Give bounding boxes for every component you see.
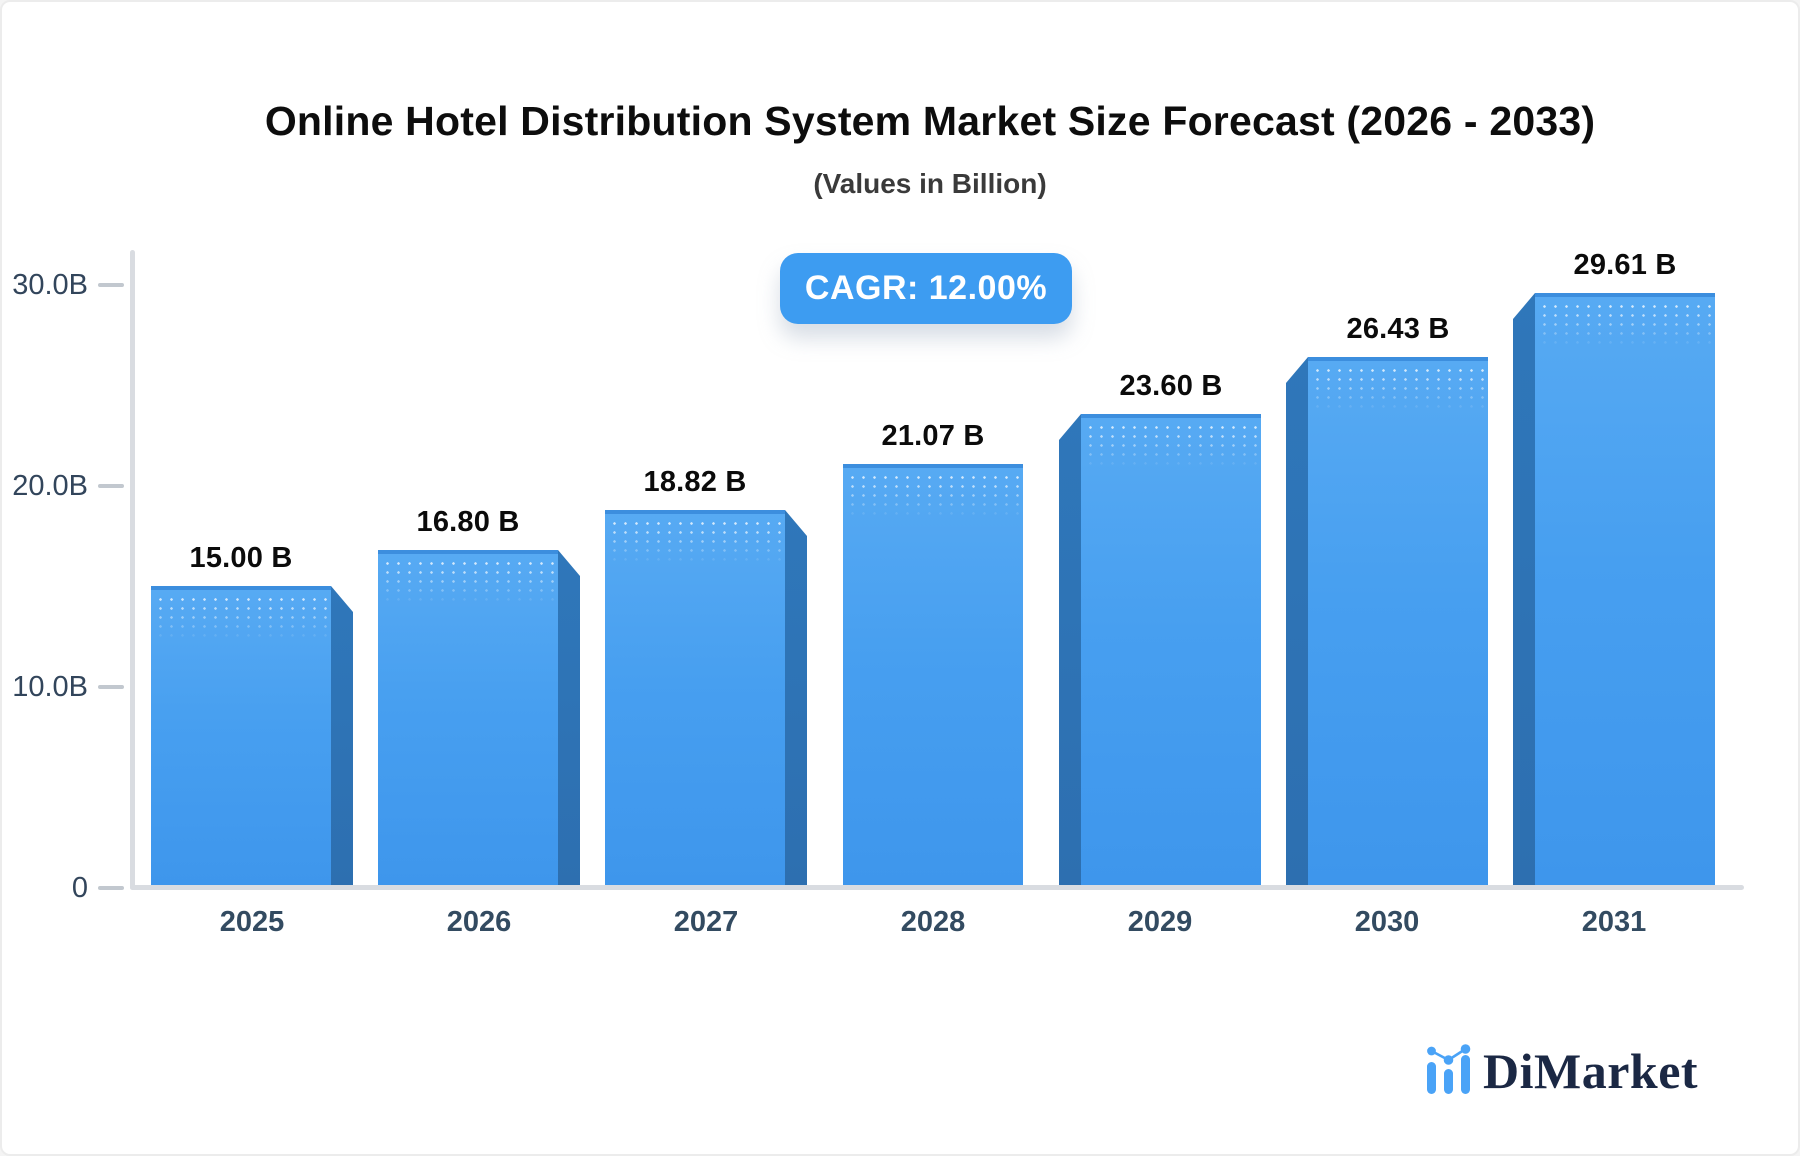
- bar-value-label: 29.61 B: [1573, 249, 1677, 281]
- bar-value-label: 26.43 B: [1346, 313, 1450, 345]
- bar-texture: [1312, 366, 1484, 412]
- x-axis-label: 2031: [1581, 906, 1647, 938]
- x-axis-label: 2030: [1354, 906, 1420, 938]
- y-axis-line: [130, 250, 135, 890]
- y-tick: [98, 886, 124, 890]
- y-tick-label: 30.0B: [12, 269, 88, 301]
- x-axis-label: 2025: [219, 906, 285, 938]
- x-axis-label: 2029: [1127, 906, 1193, 938]
- bar-texture: [155, 595, 327, 641]
- brand-logo: DiMarket: [1426, 1042, 1698, 1096]
- cagr-badge-label: CAGR: 12.00%: [804, 269, 1048, 307]
- bar-side-face: [558, 550, 580, 888]
- page-title: Online Hotel Distribution System Market …: [264, 98, 1596, 144]
- bar-texture: [1539, 302, 1711, 348]
- brand-name: DiMarket: [1483, 1043, 1699, 1099]
- y-tick-label: 10.0B: [12, 671, 88, 703]
- bar-value-label: 16.80 B: [416, 506, 520, 538]
- bar-texture: [609, 519, 781, 565]
- bar-value-label: 15.00 B: [189, 542, 293, 574]
- bar: [1535, 293, 1715, 888]
- bar: [1308, 357, 1488, 888]
- bar-value-label: 23.60 B: [1119, 370, 1223, 402]
- bar-value-label: 18.82 B: [643, 466, 747, 498]
- y-tick-label: 20.0B: [12, 470, 88, 502]
- bar-texture: [382, 559, 554, 605]
- bar-side-face: [331, 586, 353, 888]
- chart-subtitle: (Values in Billion): [813, 168, 1047, 199]
- cagr-badge: CAGR: 12.00%: [780, 253, 1072, 324]
- y-tick: [98, 685, 124, 689]
- x-axis-label: 2026: [446, 906, 512, 938]
- y-tick: [98, 484, 124, 488]
- x-axis-label: 2028: [900, 906, 966, 938]
- x-axis-label: 2027: [673, 906, 739, 938]
- bar-line-chart-icon: [1427, 1044, 1471, 1094]
- bar-side-face: [1513, 293, 1535, 888]
- bar: [1081, 414, 1261, 888]
- bar-side-face: [1059, 414, 1081, 888]
- bar: [378, 550, 558, 888]
- bar-side-face: [785, 510, 807, 888]
- bar-texture: [847, 473, 1019, 519]
- x-axis-baseline: [130, 885, 1744, 890]
- bar-side-face: [1286, 357, 1308, 888]
- y-tick-label: 0: [71, 872, 88, 904]
- bar: [151, 586, 331, 888]
- y-tick: [98, 283, 124, 287]
- bar-texture: [1085, 423, 1257, 469]
- bar: [605, 510, 785, 888]
- bar-value-label: 21.07 B: [881, 420, 985, 452]
- bar: [843, 464, 1023, 888]
